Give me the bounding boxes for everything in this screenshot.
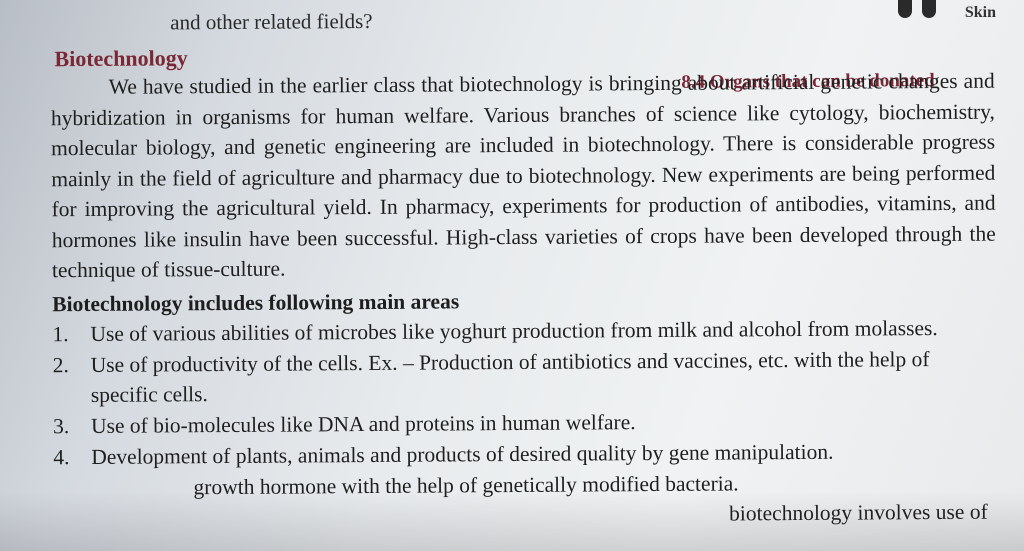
subheading: Biotechnology includes following main ar… (52, 285, 996, 317)
body-paragraph: We have studied in the earlier class tha… (51, 66, 996, 286)
trailing-fragment-2: biotechnology involves use of (54, 497, 998, 534)
textbook-page: and other related fields? Biotechnology … (0, 0, 1024, 546)
previous-line-fragment: and other related fields? (170, 5, 994, 36)
list-item: Use of productivity of the cells. Ex. – … (53, 343, 997, 410)
main-areas-list: Use of various abilities of microbes lik… (52, 312, 997, 472)
